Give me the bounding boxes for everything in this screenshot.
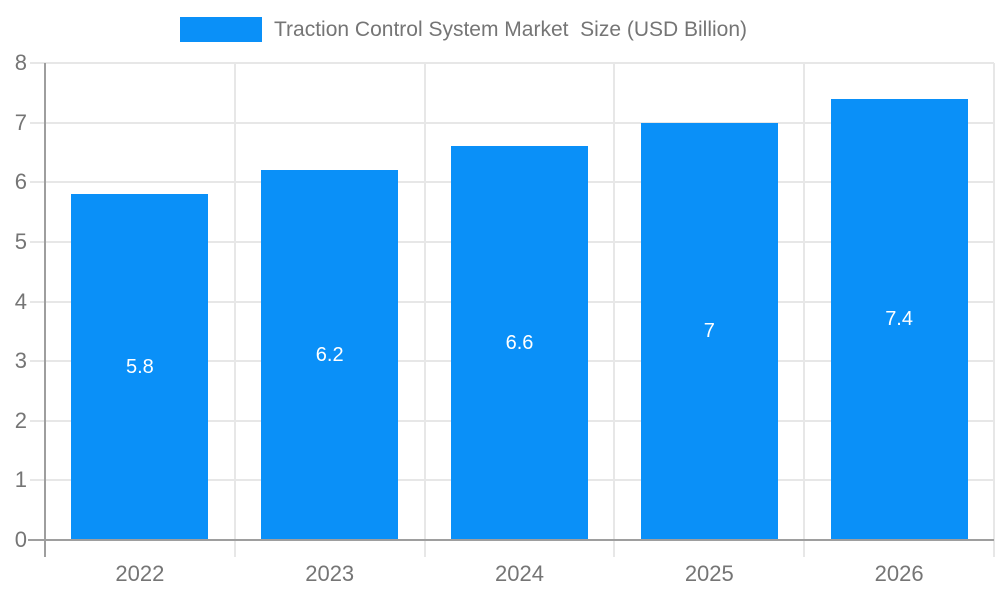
gridline-vertical — [803, 63, 806, 557]
y-axis-label: 7 — [14, 109, 27, 135]
bar[interactable] — [261, 170, 399, 540]
bar[interactable] — [71, 194, 209, 540]
x-axis-line — [28, 539, 994, 541]
bar-value-label: 6.6 — [505, 332, 534, 355]
bar-value-label: 7.4 — [885, 308, 913, 331]
gridline-horizontal — [30, 62, 994, 64]
gridline-vertical — [423, 63, 426, 557]
bar-value-label: 6.2 — [315, 344, 344, 367]
chart-legend: Traction Control System Market Size (USD… — [180, 17, 747, 42]
y-axis-label: 1 — [14, 467, 27, 493]
x-axis-label: 2024 — [495, 561, 544, 586]
legend-swatch — [180, 17, 262, 42]
x-axis-label: 2022 — [115, 561, 165, 586]
bar[interactable] — [830, 98, 968, 540]
bar-value-label: 7 — [703, 320, 715, 343]
y-axis-label: 4 — [14, 288, 27, 314]
y-axis-label: 3 — [14, 348, 27, 374]
y-axis-label: 2 — [14, 407, 27, 433]
y-axis-line — [44, 63, 46, 557]
x-axis-label: 2025 — [684, 561, 734, 586]
bar[interactable] — [640, 122, 778, 540]
y-axis-label: 5 — [14, 228, 27, 254]
y-axis-label: 0 — [14, 527, 27, 552]
x-axis-label: 2026 — [874, 561, 924, 586]
bar[interactable] — [451, 146, 588, 540]
x-axis-label: 2023 — [305, 561, 355, 586]
y-axis-label: 8 — [14, 50, 27, 75]
legend-label: Traction Control System Market Size (USD… — [274, 18, 748, 41]
gridline-vertical — [233, 63, 236, 557]
gridline-horizontal — [30, 121, 994, 124]
gridline-vertical — [993, 63, 995, 557]
y-axis-label: 6 — [14, 169, 27, 195]
gridline-vertical — [613, 63, 616, 557]
bar-value-label: 5.8 — [125, 356, 154, 379]
